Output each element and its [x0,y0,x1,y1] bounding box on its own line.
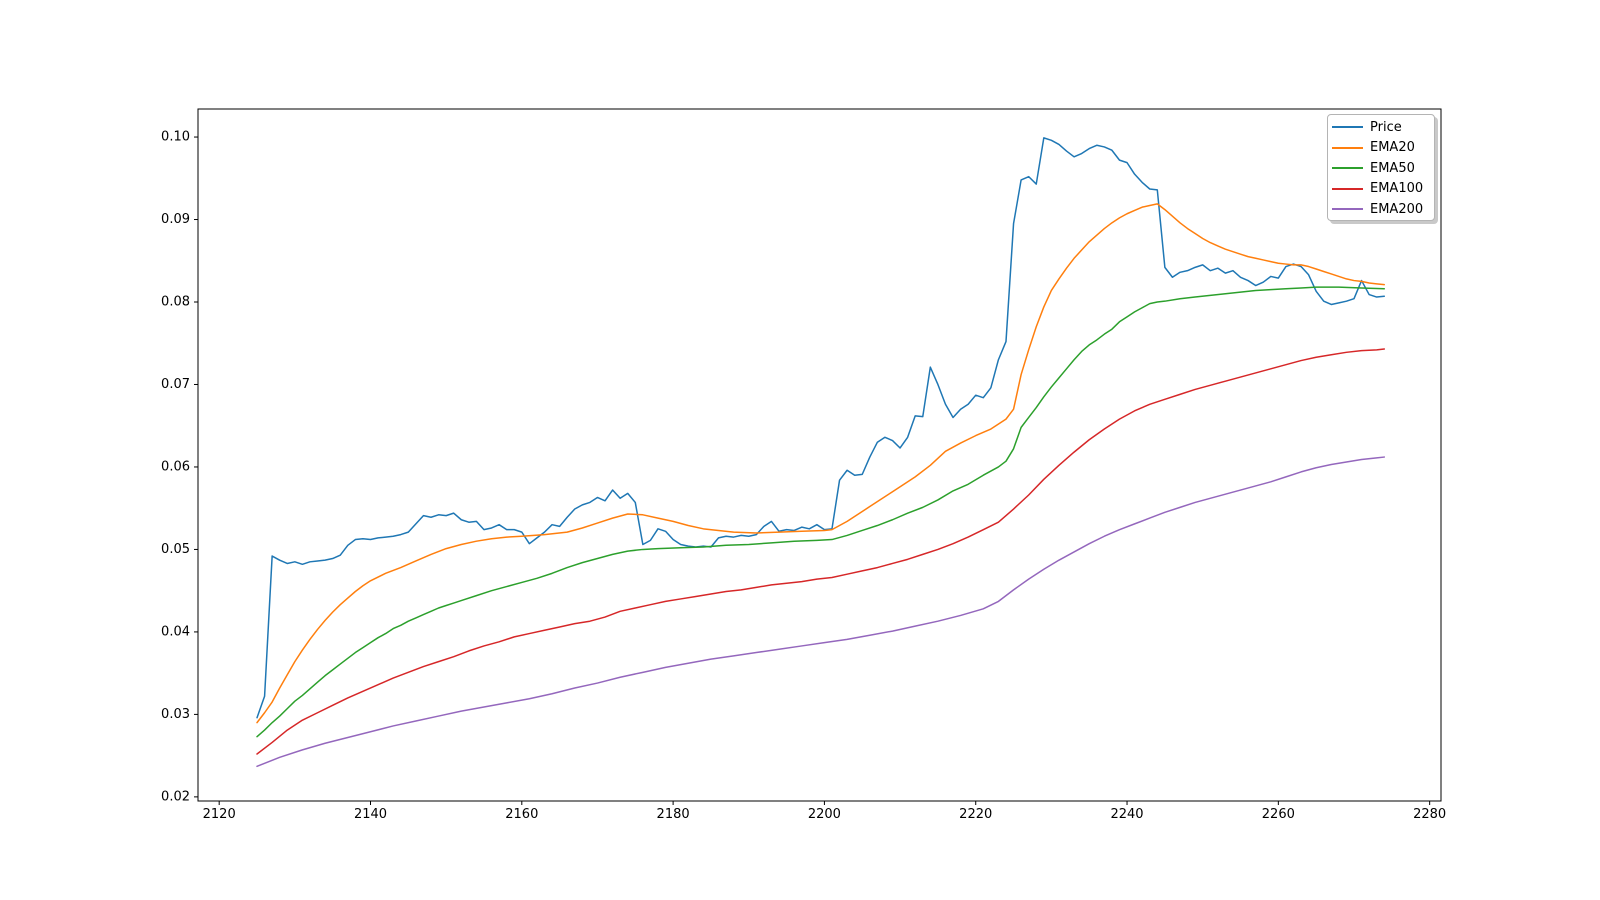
x-tick-label: 2180 [657,807,690,822]
legend-label-ema100: EMA100 [1370,181,1424,197]
y-tick-label: 0.08 [161,295,190,310]
y-tick-label: 0.02 [161,789,190,804]
axes-spines [197,108,1442,802]
x-tick-label: 2200 [808,807,841,822]
y-tick-label: 0.06 [161,459,190,474]
ema200-line-sample-icon [1332,208,1363,211]
x-tick-label: 2220 [959,807,992,822]
legend-entry-ema100: EMA100 [1332,179,1428,200]
ema100-line [256,348,1386,755]
y-tick-label: 0.07 [161,377,190,392]
legend-label-ema200: EMA200 [1370,201,1424,217]
legend-label-price: Price [1370,119,1402,135]
x-tick-label: 2140 [354,807,387,822]
ema50-line [256,286,1386,738]
x-tick-label: 2260 [1262,807,1295,822]
y-tick-label: 0.10 [161,130,190,145]
x-tick-label: 2120 [203,807,236,822]
ema200-line [256,456,1386,768]
y-tick-label: 0.09 [161,212,190,227]
price-line [256,137,1386,719]
legend: Price EMA20 EMA50 EMA100 EMA200 [1327,114,1435,221]
y-tick-label: 0.05 [161,542,190,557]
x-tick-label: 2280 [1413,807,1446,822]
ema20-line-sample-icon [1332,146,1363,149]
legend-entry-ema20: EMA20 [1332,138,1428,159]
ema50-line-sample-icon [1332,167,1363,170]
ema20-line [256,203,1386,724]
y-tick-label: 0.03 [161,707,190,722]
x-tick-label: 2160 [505,807,538,822]
legend-entry-ema50: EMA50 [1332,158,1428,179]
legend-label-ema20: EMA20 [1370,140,1415,156]
legend-entry-ema200: EMA200 [1332,199,1428,220]
x-tick-label: 2240 [1110,807,1143,822]
price-line-sample-icon [1332,126,1363,129]
legend-entry-price: Price [1332,117,1428,138]
legend-label-ema50: EMA50 [1370,160,1415,176]
ema100-line-sample-icon [1332,187,1363,190]
y-tick-label: 0.04 [161,624,190,639]
